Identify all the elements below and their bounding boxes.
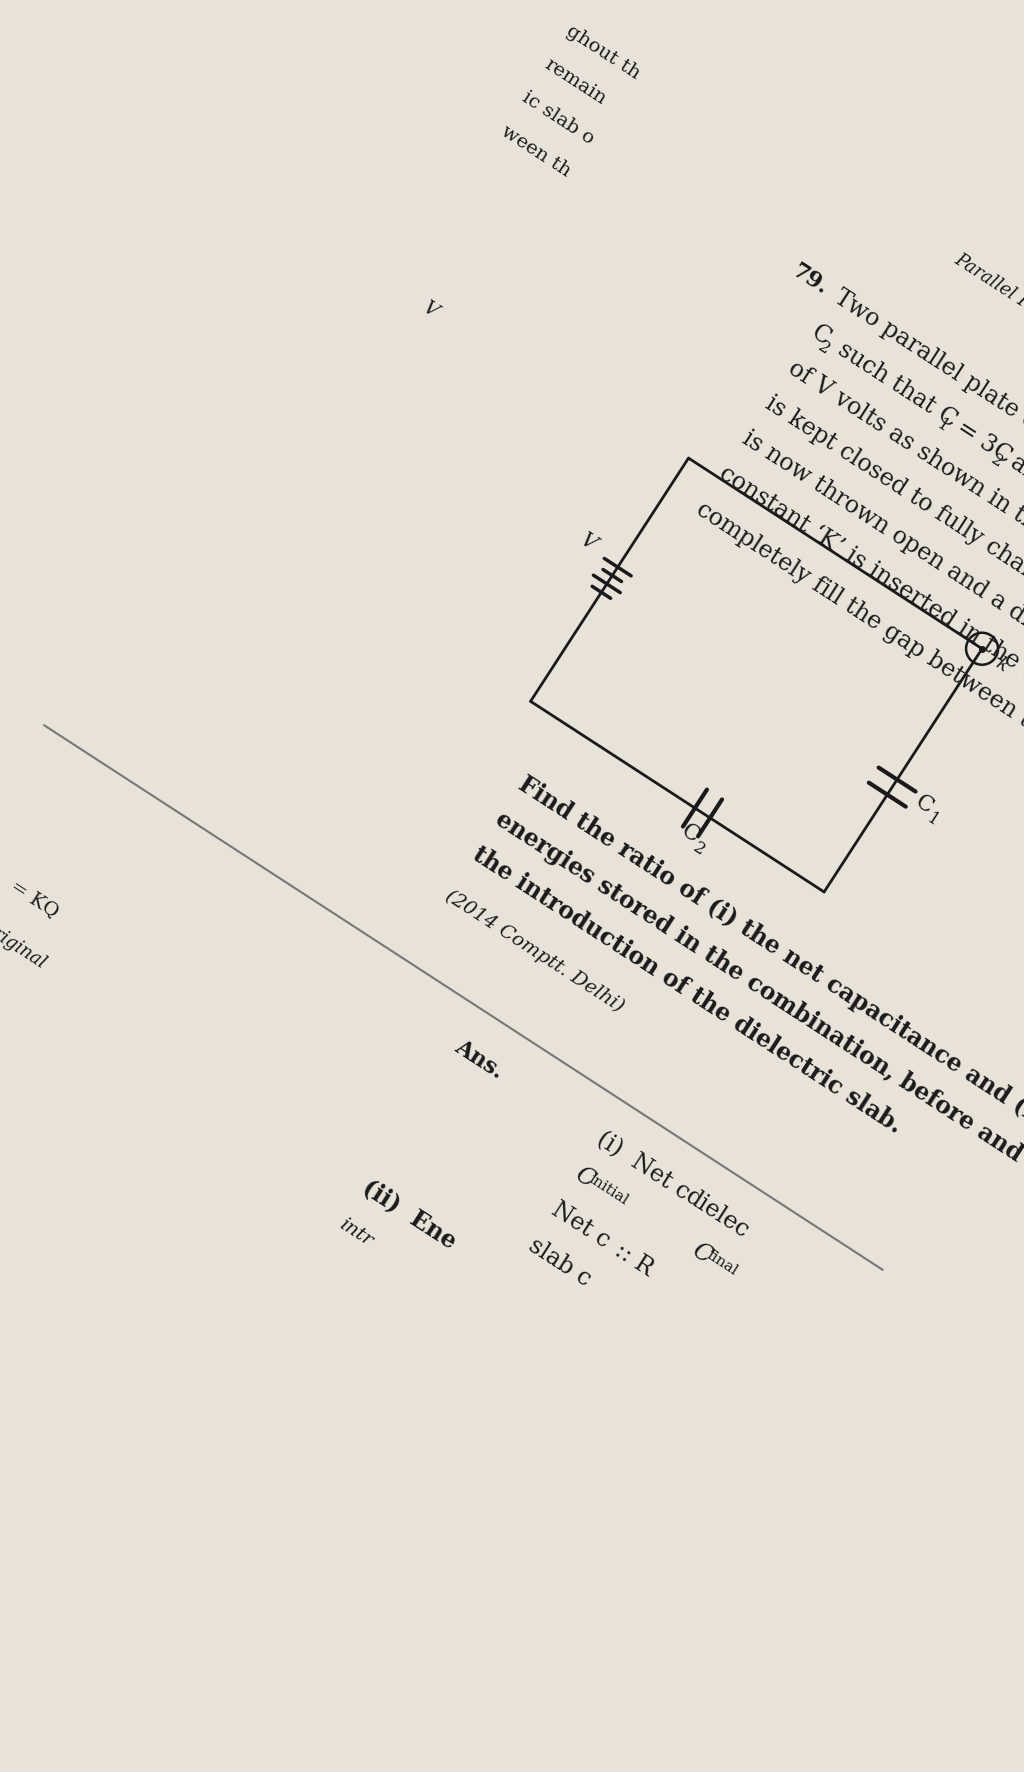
Text: the introduction of the dielectric slab.: the introduction of the dielectric slab.: [468, 842, 906, 1138]
Text: initial: initial: [586, 1171, 631, 1207]
Text: C: C: [911, 790, 938, 819]
Text: Ans.: Ans.: [451, 1037, 507, 1084]
Text: C: C: [687, 1239, 715, 1269]
Text: intr: intr: [336, 1216, 376, 1251]
Text: k: k: [992, 654, 1012, 675]
Text: Two parallel plate capacitors of capacitances C: Two parallel plate capacitors of capacit…: [829, 285, 1024, 613]
Text: C: C: [570, 1162, 598, 1193]
Text: V: V: [419, 298, 440, 321]
Text: (ii)  Ene: (ii) Ene: [358, 1175, 462, 1253]
Text: of V volts as shown in the figure. Initially the key (k): of V volts as shown in the figure. Initi…: [783, 356, 1024, 718]
Text: dielec: dielec: [681, 1185, 753, 1244]
Text: ghout th: ghout th: [563, 21, 643, 83]
Text: are connected across a battery: are connected across a battery: [1000, 447, 1024, 672]
Text: Net c: Net c: [547, 1198, 614, 1253]
Text: ween th: ween th: [498, 122, 573, 181]
Text: 2: 2: [814, 338, 833, 358]
Text: 79.: 79.: [787, 259, 831, 299]
Text: = KQ: = KQ: [7, 877, 61, 921]
Text: slab c: slab c: [524, 1233, 595, 1290]
Text: 2: 2: [988, 452, 1006, 471]
Text: C: C: [807, 321, 835, 351]
Text: :: R: :: R: [610, 1239, 657, 1281]
Text: 2: 2: [689, 840, 708, 859]
Text: = 3C: = 3C: [946, 411, 1016, 468]
Text: (i)  Net c: (i) Net c: [593, 1127, 694, 1205]
Text: final: final: [703, 1247, 739, 1278]
Text: constant ‘K’ is inserted in the two capacitors  to: constant ‘K’ is inserted in the two capa…: [715, 462, 1024, 794]
Text: is now thrown open and a dielectric slab of dielectric: is now thrown open and a dielectric slab…: [738, 427, 1024, 792]
Text: Find the ratio of (i) the net capacitance and (ii) the: Find the ratio of (i) the net capacitanc…: [514, 771, 1024, 1162]
Text: energies stored in the combination, before and after: energies stored in the combination, befo…: [490, 806, 1024, 1205]
Text: such that C: such that C: [826, 335, 961, 432]
Text: C: C: [677, 819, 702, 847]
Text: Parallel P: Parallel P: [951, 250, 1024, 312]
Text: ic slab o: ic slab o: [519, 89, 598, 149]
Text: (2014 Comptt. Delhi): (2014 Comptt. Delhi): [442, 886, 628, 1015]
Text: 1: 1: [934, 416, 951, 436]
Text: 1: 1: [924, 810, 942, 831]
Text: V: V: [578, 532, 600, 555]
Text: original: original: [0, 920, 49, 973]
Text: completely fill the gap between the plates.: completely fill the gap between the plat…: [692, 498, 1024, 796]
Text: is kept closed to fully charge the capacitors. The key: is kept closed to fully charge the capac…: [761, 392, 1024, 755]
Text: remain: remain: [541, 55, 609, 108]
